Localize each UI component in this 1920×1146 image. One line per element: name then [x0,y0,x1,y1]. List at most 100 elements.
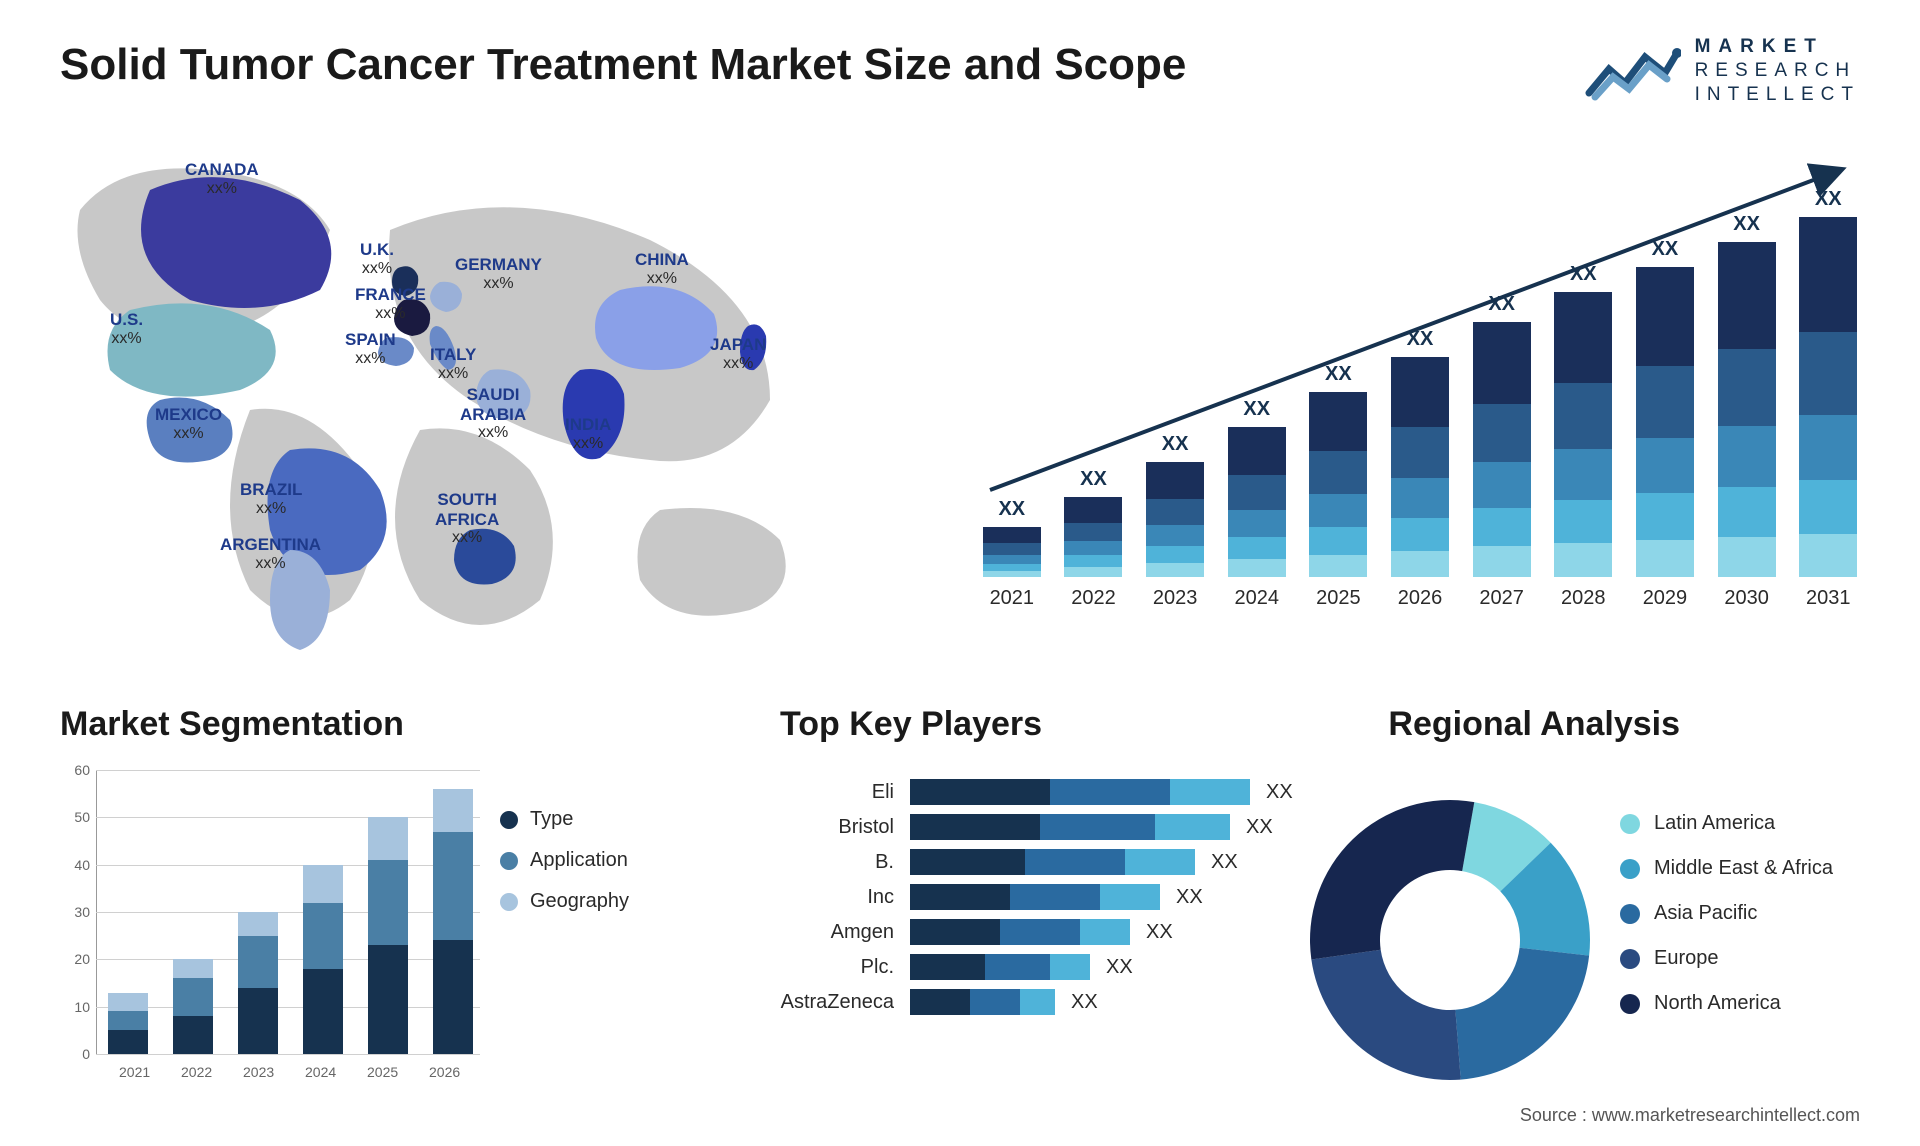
main-bar-chart: XX2021XX2022XX2023XX2024XX2025XX2026XX20… [980,160,1860,660]
map-label: JAPANxx% [710,335,766,373]
main-bar-col: XX 2025 [1307,363,1371,610]
seg-bar-col [169,959,216,1054]
bar-top-label: XX [1652,238,1679,261]
player-row: Plc. XX [780,954,1340,980]
bar-year-label: 2022 [1071,587,1116,610]
map-label: SPAINxx% [345,330,396,368]
player-value: XX [1106,956,1133,979]
logo-text-2: RESEARCH [1695,59,1860,83]
main-bar-col: XX 2024 [1225,398,1289,610]
bar-top-label: XX [1243,398,1270,421]
map-label: U.K.xx% [360,240,394,278]
main-bar-col: XX 2030 [1715,213,1779,610]
main-bar-col: XX 2026 [1388,328,1452,610]
main-bar-col: XX 2031 [1796,188,1860,610]
player-name: Eli [780,781,910,804]
seg-x-label: 2021 [119,1064,150,1080]
player-row: Bristol XX [780,814,1340,840]
player-value: XX [1246,816,1273,839]
map-label: SOUTHAFRICAxx% [435,490,499,547]
player-value: XX [1176,886,1203,909]
bar-year-label: 2025 [1316,587,1361,610]
map-label: CANADAxx% [185,160,259,198]
main-bar-col: XX 2027 [1470,293,1534,610]
donut-slice [1311,950,1460,1080]
bar-year-label: 2024 [1234,587,1279,610]
regional-legend-row: Asia Pacific [1620,902,1860,925]
bar-top-label: XX [1162,433,1189,456]
seg-x-label: 2022 [181,1064,212,1080]
bar-year-label: 2021 [990,587,1035,610]
regional-legend: Latin America Middle East & Africa Asia Pa… [1620,790,1860,1037]
map-label: CHINAxx% [635,250,689,288]
bar-year-label: 2026 [1398,587,1443,610]
map-label: MEXICOxx% [155,405,222,443]
brand-logo: MARKET RESEARCH INTELLECT [1585,35,1860,106]
map-label: ARGENTINAxx% [220,535,321,573]
regional-legend-row: Europe [1620,947,1860,970]
donut-slice [1455,948,1589,1080]
bar-year-label: 2027 [1479,587,1524,610]
player-value: XX [1266,781,1293,804]
regional-donut [1300,790,1600,1090]
map-label: BRAZILxx% [240,480,302,518]
player-row: Amgen XX [780,919,1340,945]
seg-bar-col [104,993,151,1055]
logo-text-3: INTELLECT [1695,83,1860,107]
player-row: Eli XX [780,779,1340,805]
player-name: Plc. [780,956,910,979]
bar-top-label: XX [1815,188,1842,211]
bar-year-label: 2030 [1724,587,1769,610]
regional-legend-row: Middle East & Africa [1620,857,1860,880]
bar-top-label: XX [1325,363,1352,386]
legend-row: Application [500,849,680,872]
seg-x-label: 2024 [305,1064,336,1080]
bar-top-label: XX [1407,328,1434,351]
player-name: Inc [780,886,910,909]
regional-legend-row: North America [1620,992,1860,1015]
segmentation-chart: 0102030405060202120222023202420252026 [60,760,480,1080]
bar-top-label: XX [1733,213,1760,236]
bar-top-label: XX [1488,293,1515,316]
seg-x-label: 2026 [429,1064,460,1080]
seg-x-label: 2023 [243,1064,274,1080]
regional-legend-row: Latin America [1620,812,1860,835]
seg-x-label: 2025 [367,1064,398,1080]
segmentation-legend: Type Application Geography [500,790,680,931]
bar-top-label: XX [1080,468,1107,491]
map-label: SAUDIARABIAxx% [460,385,526,442]
map-label: INDIAxx% [565,415,611,453]
player-name: Amgen [780,921,910,944]
main-bar-col: XX2021 [980,498,1044,610]
bar-year-label: 2029 [1643,587,1688,610]
donut-slice [1310,800,1474,959]
logo-text-1: MARKET [1695,35,1860,59]
logo-icon [1585,39,1681,103]
player-value: XX [1071,991,1098,1014]
player-row: Inc XX [780,884,1340,910]
player-name: AstraZeneca [780,991,910,1014]
map-label: GERMANYxx% [455,255,542,293]
player-name: B. [780,851,910,874]
section-title-players: Top Key Players [780,705,1042,744]
players-chart: EliXXBristolXXB.XXIncXXAmgenXXPlc.XXAstr… [780,770,1340,1090]
map-label: FRANCExx% [355,285,426,323]
seg-bar-col [364,817,411,1054]
page-title: Solid Tumor Cancer Treatment Market Size… [60,40,1186,90]
seg-bar-col [299,865,346,1054]
map-label: ITALYxx% [430,345,476,383]
legend-row: Geography [500,890,680,913]
bar-year-label: 2031 [1806,587,1851,610]
bar-year-label: 2023 [1153,587,1198,610]
player-value: XX [1146,921,1173,944]
player-value: XX [1211,851,1238,874]
map-label: U.S.xx% [110,310,143,348]
player-name: Bristol [780,816,910,839]
player-row: B. XX [780,849,1340,875]
seg-bar-col [234,912,281,1054]
source-text: Source : www.marketresearchintellect.com [1520,1105,1860,1126]
player-row: AstraZeneca XX [780,989,1340,1015]
legend-row: Type [500,808,680,831]
main-bar-col: XX 2023 [1143,433,1207,610]
bar-top-label: XX [1570,263,1597,286]
